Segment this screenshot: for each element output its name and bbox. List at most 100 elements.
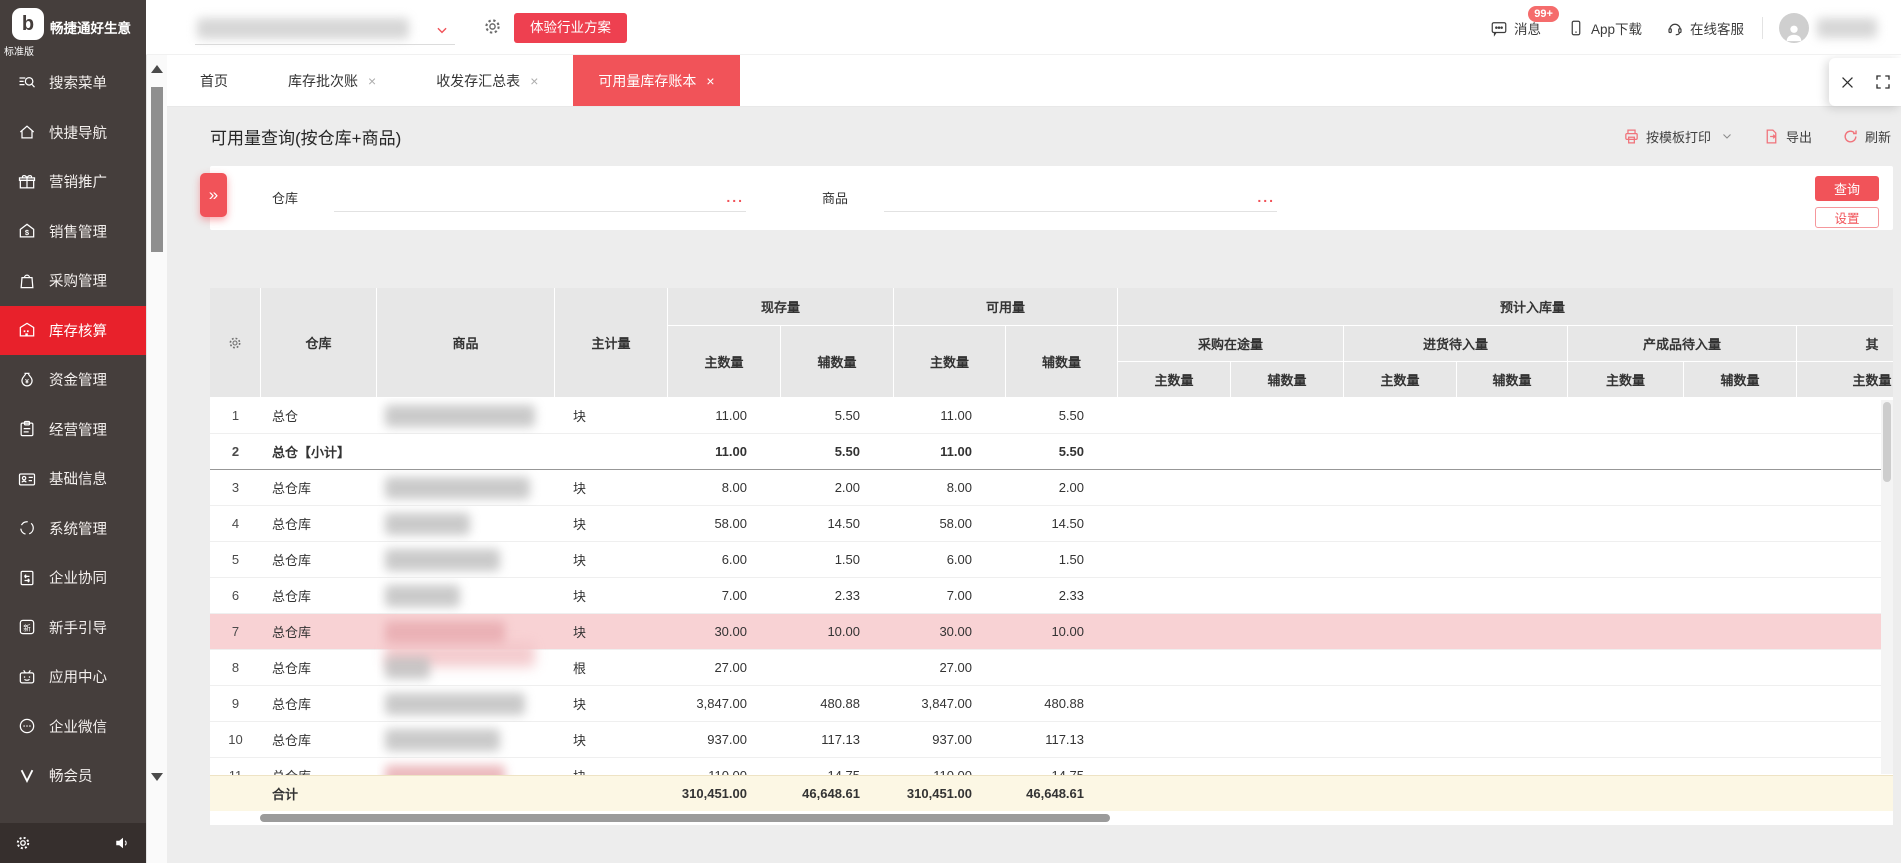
header-onhand[interactable]: 现存量 bbox=[668, 288, 894, 326]
cell-onhand-main: 3,847.00 bbox=[696, 696, 747, 711]
cell-onhand-aux: 2.00 bbox=[834, 480, 860, 495]
table-row[interactable]: 10 总仓库 块 937.00 117.13 937.00 117.13 bbox=[210, 722, 1893, 758]
header-expected-inbound[interactable]: 预计入库量 bbox=[1118, 288, 1893, 326]
gear-icon[interactable] bbox=[482, 16, 503, 37]
header-onhand-main-qty[interactable]: 主数量 bbox=[668, 326, 781, 398]
sidebar-item-search-menu[interactable]: 搜索菜单 bbox=[0, 58, 146, 108]
online-support-label: 在线客服 bbox=[1690, 21, 1744, 37]
tab-inout-summary[interactable]: 收发存汇总表 × bbox=[411, 55, 563, 106]
table-horizontal-scrollbar[interactable] bbox=[210, 811, 1893, 825]
header-incoming-main-qty[interactable]: 主数量 bbox=[1344, 362, 1457, 398]
expand-fullscreen-icon[interactable] bbox=[1865, 73, 1901, 91]
sidebar-item-label: 畅会员 bbox=[49, 769, 93, 786]
warehouse-picker-ellipsis[interactable]: ... bbox=[726, 189, 745, 205]
speaker-icon[interactable] bbox=[114, 834, 132, 852]
user-avatar[interactable] bbox=[1779, 12, 1809, 43]
header-clipped-group[interactable]: 其 bbox=[1797, 326, 1893, 362]
sidebar-item-basic-info[interactable]: 基础信息 bbox=[0, 454, 146, 504]
cell-warehouse: 总仓库 bbox=[272, 625, 312, 640]
header-finished-goods[interactable]: 产成品待入量 bbox=[1568, 326, 1797, 362]
header-available-aux-qty[interactable]: 辅数量 bbox=[1006, 326, 1118, 398]
table-row[interactable]: 8 总仓库 根 27.00 27.00 bbox=[210, 650, 1893, 686]
export-label: 导出 bbox=[1785, 129, 1812, 145]
header-finished-goods-aux-qty[interactable]: 辅数量 bbox=[1684, 362, 1797, 398]
tab-home[interactable]: 首页 bbox=[175, 55, 253, 106]
query-button[interactable]: 查询 bbox=[1815, 176, 1879, 201]
settings-button[interactable]: 设置 bbox=[1815, 207, 1879, 228]
sidebar-item-app-center[interactable]: 应用中心 bbox=[0, 652, 146, 702]
header-unit[interactable]: 主计量 bbox=[555, 288, 668, 398]
tab-close-icon[interactable]: × bbox=[706, 72, 715, 89]
product-picker-ellipsis[interactable]: ... bbox=[1257, 189, 1276, 205]
scrollbar-thumb[interactable] bbox=[260, 814, 1110, 822]
online-support-button[interactable]: 在线客服 bbox=[1666, 18, 1744, 38]
refresh-button[interactable]: 刷新 bbox=[1842, 127, 1891, 146]
sidebar: b 畅捷通好生意 标准版 搜索菜单 快捷导航 营销推广 $ 销售管理 采购管理 库存核算 ¥ 资… bbox=[0, 0, 146, 863]
chevron-down-icon[interactable] bbox=[1721, 130, 1733, 142]
redaction-blur bbox=[385, 548, 500, 571]
chevron-down-icon[interactable] bbox=[435, 23, 449, 37]
scroll-up-arrow-icon[interactable] bbox=[151, 65, 163, 73]
tab-available-ledger[interactable]: 可用量库存账本 × bbox=[573, 55, 740, 106]
table-vertical-scrollbar[interactable] bbox=[1881, 400, 1893, 774]
cell-unit: 块 bbox=[555, 766, 668, 775]
header-product[interactable]: 商品 bbox=[377, 288, 555, 398]
product-filter-input[interactable]: ... bbox=[884, 182, 1278, 212]
header-available-main-qty[interactable]: 主数量 bbox=[894, 326, 1006, 398]
table-row[interactable]: 2 总仓【小计】 11.00 5.50 11.00 5.50 bbox=[210, 434, 1893, 470]
table-body: 1 总仓块 11.00 5.50 11.00 5.50 2 总仓【小计】 11.00 5.50 11… bbox=[210, 398, 1893, 775]
redaction-blur bbox=[385, 404, 535, 427]
tv-icon bbox=[17, 667, 37, 687]
table-row[interactable]: 3 总仓库 块 8.00 2.00 8.00 2.00 bbox=[210, 470, 1893, 506]
sidebar-item-marketing[interactable]: 营销推广 bbox=[0, 157, 146, 207]
table-row[interactable]: 6 总仓库 块 7.00 2.33 7.00 2.33 bbox=[210, 578, 1893, 614]
header-available[interactable]: 可用量 bbox=[894, 288, 1118, 326]
settings-gear-icon[interactable] bbox=[14, 834, 32, 852]
app-download-button[interactable]: App下载 bbox=[1567, 18, 1642, 38]
table-row[interactable]: 7 总仓库 块 30.00 10.00 30.00 10.00 bbox=[210, 614, 1893, 650]
table-row[interactable]: 9 总仓库 块 3,847.00 480.88 3,847.00 480.88 bbox=[210, 686, 1893, 722]
tab-inventory-batch[interactable]: 库存批次账 × bbox=[263, 55, 401, 106]
sidebar-item-wecom[interactable]: 企业微信 bbox=[0, 702, 146, 752]
sidebar-item-quick-nav[interactable]: 快捷导航 bbox=[0, 108, 146, 158]
company-selector[interactable] bbox=[195, 13, 455, 45]
sidebar-item-system-mgmt[interactable]: 系统管理 bbox=[0, 504, 146, 554]
table-row[interactable]: 5 总仓库 块 6.00 1.50 6.00 1.50 bbox=[210, 542, 1893, 578]
expand-filters-button[interactable]: » bbox=[200, 173, 227, 217]
header-finished-goods-main-qty[interactable]: 主数量 bbox=[1568, 362, 1684, 398]
header-incoming[interactable]: 进货待入量 bbox=[1344, 326, 1568, 362]
header-onhand-aux-qty[interactable]: 辅数量 bbox=[781, 326, 894, 398]
header-purchase-transit-main-qty[interactable]: 主数量 bbox=[1118, 362, 1231, 398]
sidebar-item-enterprise-collab[interactable]: 企业协同 bbox=[0, 553, 146, 603]
sidebar-scrollbar[interactable] bbox=[146, 55, 167, 863]
header-purchase-transit-aux-qty[interactable]: 辅数量 bbox=[1231, 362, 1344, 398]
sidebar-item-newbie-guide[interactable]: 新 新手引导 bbox=[0, 603, 146, 653]
tab-close-icon[interactable]: × bbox=[368, 72, 377, 89]
sidebar-item-inventory-accounting[interactable]: 库存核算 bbox=[0, 305, 146, 355]
header-warehouse[interactable]: 仓库 bbox=[261, 288, 377, 398]
trial-solution-button[interactable]: 体验行业方案 bbox=[514, 13, 627, 43]
header-clipped-main-qty[interactable]: 主数量 bbox=[1797, 362, 1893, 398]
tab-close-icon[interactable]: × bbox=[530, 72, 539, 89]
scrollbar-thumb[interactable] bbox=[151, 87, 163, 252]
header-purchase-transit[interactable]: 采购在途量 bbox=[1118, 326, 1344, 362]
print-by-template-button[interactable]: 按模板打印 bbox=[1623, 127, 1733, 146]
sidebar-item-member[interactable]: 畅会员 bbox=[0, 751, 146, 801]
export-button[interactable]: 导出 bbox=[1763, 127, 1812, 146]
table-row[interactable]: 4 总仓库 块 58.00 14.50 58.00 14.50 bbox=[210, 506, 1893, 542]
messages-button[interactable]: 消息 99+ bbox=[1490, 5, 1559, 38]
warehouse-filter-input[interactable]: ... bbox=[334, 182, 747, 212]
scroll-down-arrow-icon[interactable] bbox=[151, 773, 163, 781]
scrollbar-thumb[interactable] bbox=[1883, 402, 1891, 482]
cell-available-aux: 5.50 bbox=[1058, 444, 1084, 459]
column-settings-gear-icon[interactable] bbox=[210, 288, 261, 398]
sidebar-item-funds-mgmt[interactable]: ¥ 资金管理 bbox=[0, 355, 146, 405]
sidebar-menu: 搜索菜单 快捷导航 营销推广 $ 销售管理 采购管理 库存核算 ¥ 资金管理 经营管理 基础信息 系统… bbox=[0, 58, 146, 801]
close-all-tabs-icon[interactable] bbox=[1829, 74, 1865, 91]
table-row[interactable]: 1 总仓 块 11.00 5.50 11.00 5.50 bbox=[210, 398, 1893, 434]
sidebar-item-purchase-mgmt[interactable]: 采购管理 bbox=[0, 256, 146, 306]
header-incoming-aux-qty[interactable]: 辅数量 bbox=[1457, 362, 1568, 398]
sidebar-item-sales-mgmt[interactable]: $ 销售管理 bbox=[0, 207, 146, 257]
sidebar-item-business-mgmt[interactable]: 经营管理 bbox=[0, 405, 146, 455]
